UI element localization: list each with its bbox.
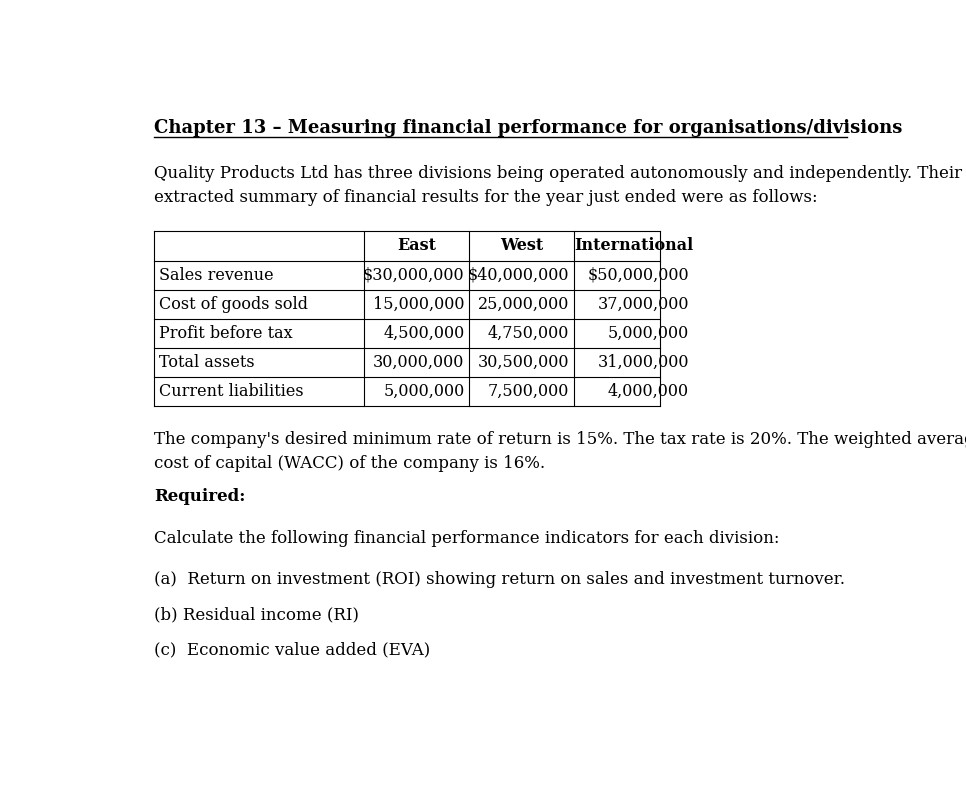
Text: Required:: Required: xyxy=(155,488,245,506)
Text: 7,500,000: 7,500,000 xyxy=(488,383,569,400)
Text: (b) Residual income (RI): (b) Residual income (RI) xyxy=(155,606,359,623)
Text: 30,500,000: 30,500,000 xyxy=(478,354,569,371)
Text: 4,000,000: 4,000,000 xyxy=(608,383,689,400)
Text: (a)  Return on investment (ROI) showing return on sales and investment turnover.: (a) Return on investment (ROI) showing r… xyxy=(155,571,845,588)
Text: 5,000,000: 5,000,000 xyxy=(608,325,689,342)
Text: West: West xyxy=(499,237,543,255)
Text: 15,000,000: 15,000,000 xyxy=(373,296,465,312)
Text: Total assets: Total assets xyxy=(159,354,255,371)
Text: 31,000,000: 31,000,000 xyxy=(598,354,689,371)
Text: Profit before tax: Profit before tax xyxy=(159,325,293,342)
Text: 4,500,000: 4,500,000 xyxy=(384,325,465,342)
Text: 4,750,000: 4,750,000 xyxy=(488,325,569,342)
Text: The company's desired minimum rate of return is 15%. The tax rate is 20%. The we: The company's desired minimum rate of re… xyxy=(155,431,966,473)
Text: $30,000,000: $30,000,000 xyxy=(363,267,465,283)
Text: Calculate the following financial performance indicators for each division:: Calculate the following financial perfor… xyxy=(155,529,780,547)
Text: 30,000,000: 30,000,000 xyxy=(373,354,465,371)
Text: Cost of goods sold: Cost of goods sold xyxy=(159,296,308,312)
Text: $50,000,000: $50,000,000 xyxy=(587,267,689,283)
Text: 25,000,000: 25,000,000 xyxy=(478,296,569,312)
Text: (c)  Economic value added (EVA): (c) Economic value added (EVA) xyxy=(155,641,431,659)
Text: Quality Products Ltd has three divisions being operated autonomously and indepen: Quality Products Ltd has three divisions… xyxy=(155,165,962,207)
Text: 5,000,000: 5,000,000 xyxy=(384,383,465,400)
Text: East: East xyxy=(397,237,436,255)
Text: Sales revenue: Sales revenue xyxy=(159,267,273,283)
Text: 37,000,000: 37,000,000 xyxy=(598,296,689,312)
Text: Current liabilities: Current liabilities xyxy=(159,383,303,400)
Text: $40,000,000: $40,000,000 xyxy=(468,267,569,283)
Text: Chapter 13 – Measuring financial performance for organisations/divisions: Chapter 13 – Measuring financial perform… xyxy=(155,119,903,137)
Text: International: International xyxy=(574,237,694,255)
